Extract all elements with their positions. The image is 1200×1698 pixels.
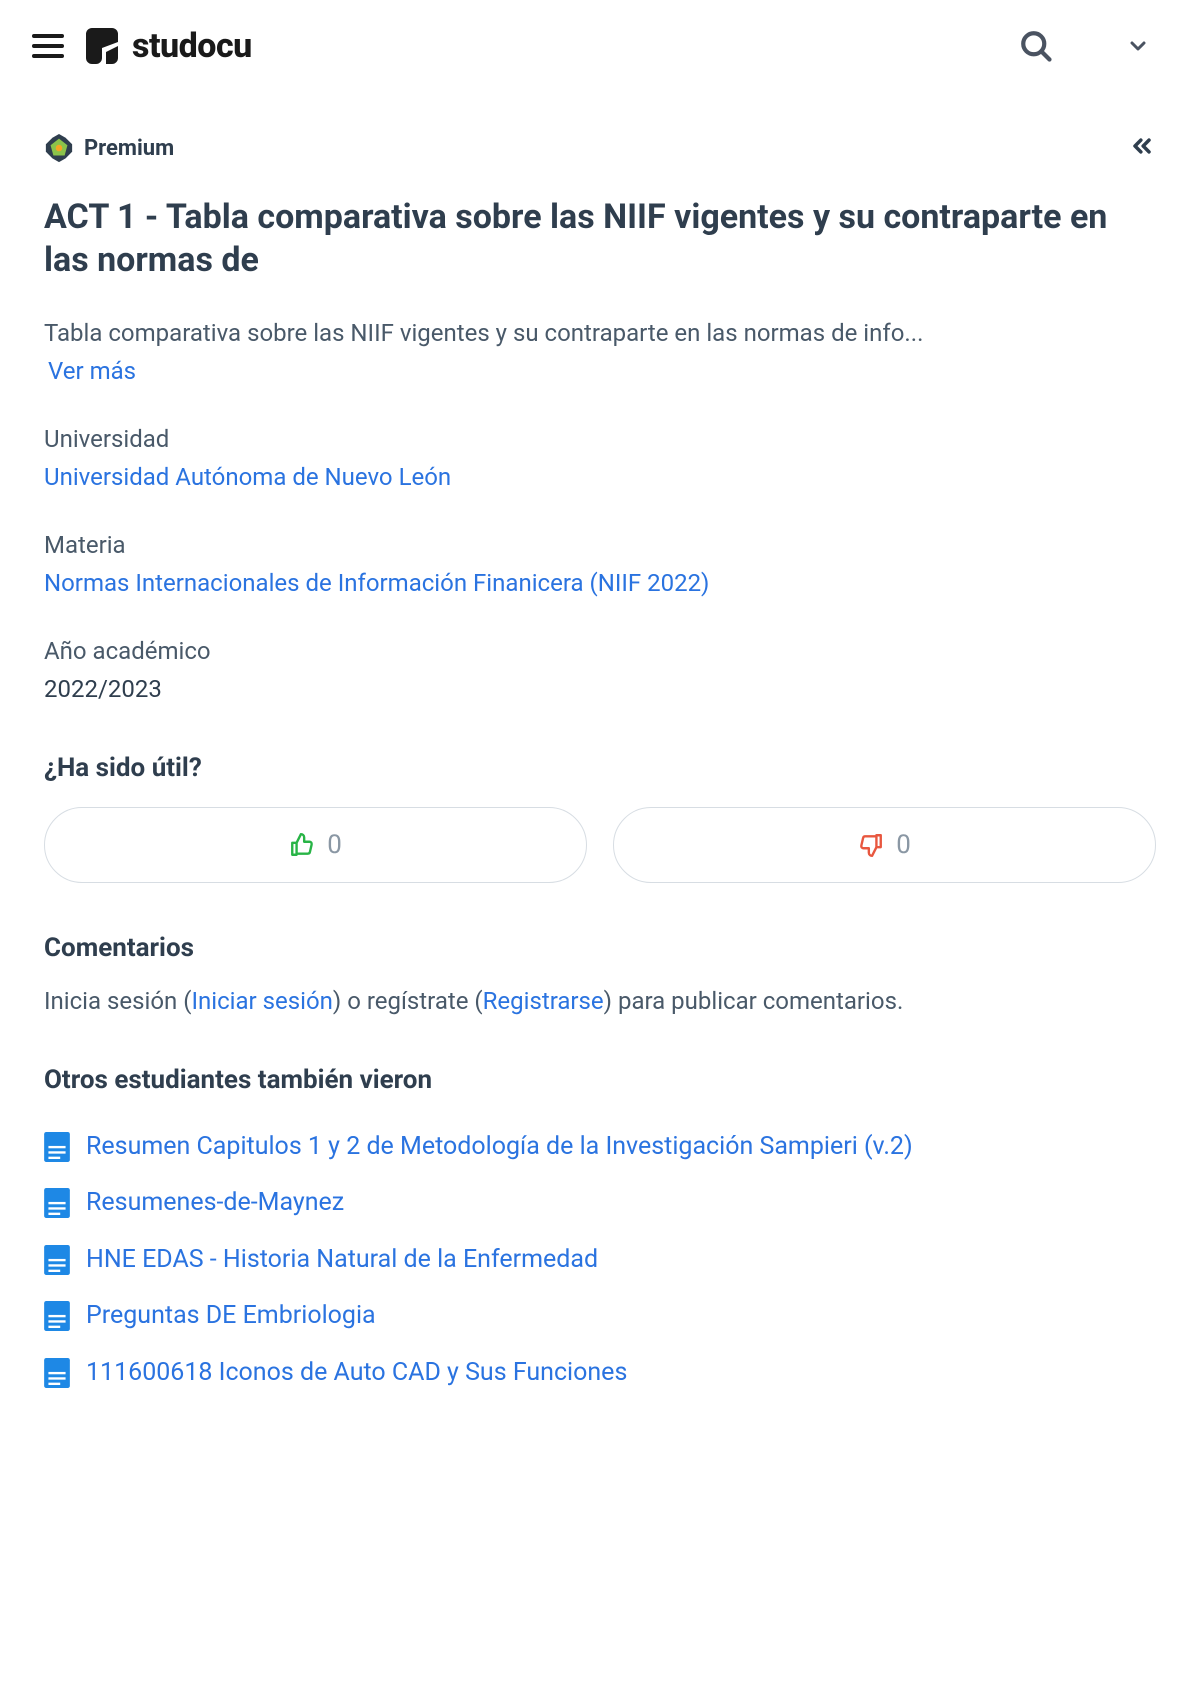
year-value: 2022/2023 (44, 675, 1156, 703)
document-icon (44, 1301, 70, 1331)
upvote-count: 0 (327, 830, 342, 860)
document-title: ACT 1 - Tabla comparativa sobre las NIIF… (44, 196, 1156, 281)
chevron-double-left-icon (1128, 132, 1156, 160)
document-icon (44, 1358, 70, 1388)
comments-middle: ) o regístrate ( (333, 987, 483, 1015)
premium-label: Premium (84, 136, 174, 161)
subject-label: Materia (44, 531, 1156, 559)
related-item: Resumenes-de-Maynez (44, 1175, 1156, 1232)
related-item: 111600618 Iconos de Auto CAD y Sus Funci… (44, 1345, 1156, 1402)
university-block: Universidad Universidad Autónoma de Nuev… (44, 425, 1156, 491)
year-block: Año académico 2022/2023 (44, 637, 1156, 703)
logo[interactable]: studocu (82, 24, 252, 68)
related-link[interactable]: Resumen Capitulos 1 y 2 de Metodología d… (86, 1131, 913, 1164)
login-link[interactable]: Iniciar sesión (191, 987, 332, 1015)
thumbs-up-icon (289, 832, 315, 858)
related-item: Resumen Capitulos 1 y 2 de Metodología d… (44, 1119, 1156, 1176)
related-list: Resumen Capitulos 1 y 2 de Metodología d… (44, 1119, 1156, 1402)
helpful-heading: ¿Ha sido útil? (44, 753, 1156, 783)
logo-text: studocu (132, 26, 252, 66)
document-icon (44, 1245, 70, 1275)
main-content: Premium ACT 1 - Tabla comparativa sobre … (0, 92, 1200, 1401)
comments-prefix: Inicia sesión ( (44, 987, 191, 1015)
collapse-button[interactable] (1128, 132, 1156, 164)
see-more-link[interactable]: Ver más (48, 357, 136, 385)
downvote-count: 0 (896, 830, 911, 860)
university-label: Universidad (44, 425, 1156, 453)
related-link[interactable]: Resumenes-de-Maynez (86, 1187, 344, 1220)
related-link[interactable]: 111600618 Iconos de Auto CAD y Sus Funci… (86, 1357, 627, 1390)
document-icon (44, 1188, 70, 1218)
subject-link[interactable]: Normas Internacionales de Información Fi… (44, 569, 709, 597)
document-icon (44, 1132, 70, 1162)
related-item: HNE EDAS - Historia Natural de la Enferm… (44, 1232, 1156, 1289)
register-link[interactable]: Registrarse (483, 987, 604, 1015)
search-button[interactable] (1014, 24, 1058, 68)
related-item: Preguntas DE Embriologia (44, 1288, 1156, 1345)
related-link[interactable]: HNE EDAS - Historia Natural de la Enferm… (86, 1244, 598, 1277)
premium-badge: Premium (44, 133, 174, 163)
document-description: Tabla comparativa sobre las NIIF vigente… (44, 317, 1156, 351)
subject-block: Materia Normas Internacionales de Inform… (44, 531, 1156, 597)
premium-row: Premium (44, 132, 1156, 164)
logo-mark-icon (82, 24, 126, 68)
search-icon (1018, 28, 1054, 64)
comments-suffix: ) para publicar comentarios. (604, 987, 904, 1015)
comments-heading: Comentarios (44, 933, 1156, 963)
upvote-button[interactable]: 0 (44, 807, 587, 883)
comments-text: Inicia sesión (Iniciar sesión) o regístr… (44, 987, 1156, 1015)
related-heading: Otros estudiantes también vieron (44, 1065, 1156, 1095)
user-menu-button[interactable] (1116, 24, 1160, 68)
chevron-down-icon (1126, 34, 1150, 58)
thumbs-down-icon (858, 832, 884, 858)
year-label: Año académico (44, 637, 1156, 665)
downvote-button[interactable]: 0 (613, 807, 1156, 883)
menu-icon[interactable] (32, 34, 64, 58)
header: studocu (0, 0, 1200, 92)
vote-row: 0 0 (44, 807, 1156, 883)
university-link[interactable]: Universidad Autónoma de Nuevo León (44, 463, 451, 491)
related-link[interactable]: Preguntas DE Embriologia (86, 1300, 376, 1333)
premium-icon (44, 133, 74, 163)
